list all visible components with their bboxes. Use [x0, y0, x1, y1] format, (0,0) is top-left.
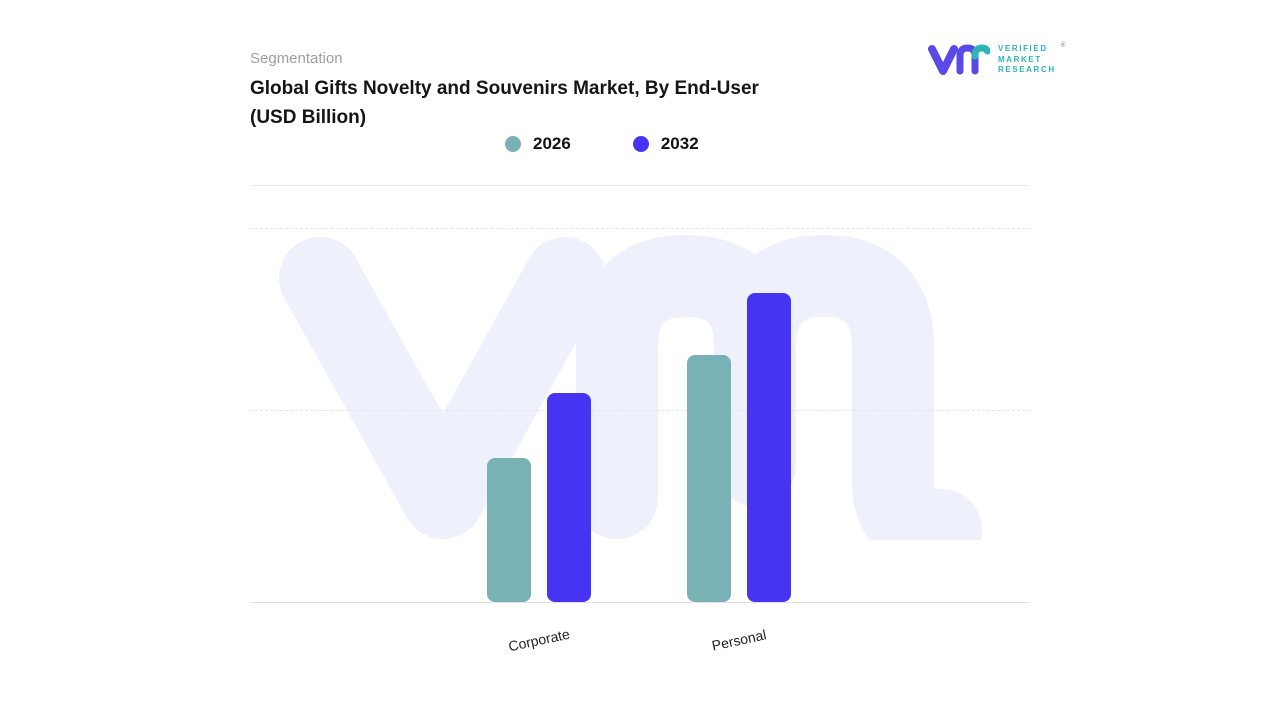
bar-corporate-2032[interactable]	[547, 393, 591, 602]
gridline-top	[250, 228, 1030, 229]
category-group-personal: Personal	[687, 293, 791, 654]
legend-label-2026: 2026	[533, 134, 571, 153]
header-divider	[250, 185, 1030, 186]
legend-item-2032[interactable]: 2032	[632, 134, 699, 154]
category-label-personal: Personal	[710, 626, 768, 654]
vmr-logo: VERIFIED MARKET RESEARCH ®	[928, 40, 1098, 80]
chart-title-line1: Global Gifts Novelty and Souvenirs Marke…	[250, 78, 759, 99]
legend-swatch-2026	[505, 136, 521, 152]
logo-line-market: MARKET	[998, 54, 1042, 64]
vmr-logo-icon	[928, 44, 990, 75]
gridline-middle	[250, 410, 1030, 411]
logo-line-verified: VERIFIED	[998, 43, 1048, 53]
registered-mark: ®	[1060, 41, 1066, 49]
bar-personal-2026[interactable]	[687, 355, 731, 602]
bar-corporate-2026[interactable]	[487, 458, 531, 602]
legend-item-2026[interactable]: 2026	[505, 134, 571, 154]
legend: 2026 2032	[505, 134, 699, 154]
logo-line-research: RESEARCH	[998, 65, 1056, 75]
bar-personal-2032[interactable]	[747, 293, 791, 602]
chart-title-line2: (USD Billion)	[250, 107, 367, 128]
chart-title: Global Gifts Novelty and Souvenirs Marke…	[250, 74, 870, 132]
category-label-corporate: Corporate	[506, 625, 572, 655]
segmentation-label: Segmentation	[250, 50, 343, 67]
legend-label-2032: 2032	[660, 134, 699, 153]
bar-chart: Corporate Personal	[250, 228, 1030, 654]
legend-swatch-2032	[632, 136, 649, 152]
vmr-logo-text: VERIFIED MARKET RESEARCH ®	[998, 42, 1066, 76]
plot-area: Corporate Personal	[250, 228, 1030, 654]
category-group-corporate: Corporate	[487, 393, 591, 654]
